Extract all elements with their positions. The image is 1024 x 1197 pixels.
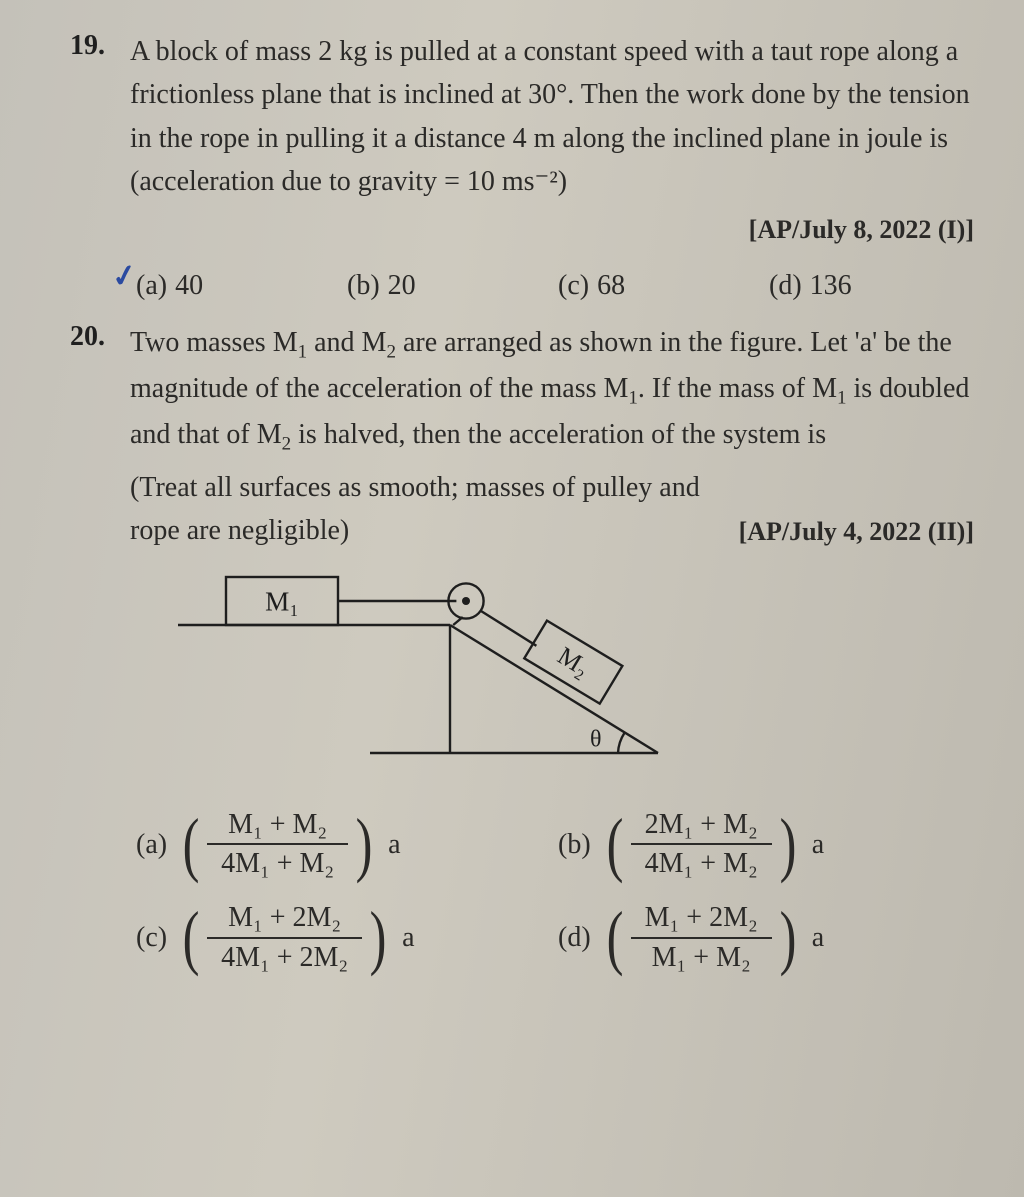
option-a: ✓ (a) 40 [130, 260, 341, 311]
option-letter: (d) [558, 916, 591, 959]
question-text: A block of mass 2 kg is pulled at a cons… [130, 36, 970, 197]
incline-svg: M₁ M₂ θ [130, 560, 690, 770]
option-letter: (c) [558, 264, 589, 307]
theta-label: θ [590, 727, 602, 753]
option-letter: (b) [558, 823, 591, 866]
option-value: 68 [597, 264, 625, 307]
option-c: (c) ( M₁ + 2M₂ 4M₁ + 2M₂ ) a [130, 891, 552, 984]
option-value: 40 [175, 264, 203, 307]
opt-coef: a [402, 916, 414, 959]
t: Two masses M [130, 327, 298, 358]
option-b: (b) 20 [341, 260, 552, 311]
opt-coef: a [812, 916, 824, 959]
question-number: 20. [70, 321, 130, 353]
option-d: (d) ( M₁ + 2M₂ M₁ + M₂ ) a [552, 891, 974, 984]
opt-den: 4M₁ + M₂ [207, 845, 348, 881]
option-letter: (a) [136, 823, 167, 866]
question-20: 20. Two masses M1 and M2 are arranged as… [70, 321, 974, 984]
t: . If the mass of M [638, 373, 837, 404]
t: is halved, then the acceleration of the … [291, 419, 826, 450]
option-value: 20 [388, 264, 416, 307]
opt-den: 4M₁ + M₂ [631, 845, 772, 881]
check-icon: ✓ [108, 252, 141, 302]
option-value: 136 [810, 264, 852, 307]
option-letter: (a) [136, 264, 167, 307]
question-source-tag: [AP/July 4, 2022 (II)] [739, 512, 974, 552]
t: and M [307, 327, 386, 358]
m1-label: M₁ [265, 587, 299, 617]
question-body: Two masses M1 and M2 are arranged as sho… [130, 321, 974, 984]
opt-coef: a [388, 823, 400, 866]
opt-coef: a [812, 823, 824, 866]
question-source-tag: [AP/July 8, 2022 (I)] [130, 210, 974, 250]
question-number: 19. [70, 30, 130, 62]
question-19: 19. A block of mass 2 kg is pulled at a … [70, 30, 974, 311]
opt-num: M₁ + M₂ [207, 808, 348, 846]
opt-den: M₁ + M₂ [631, 939, 772, 975]
opt-num: 2M₁ + M₂ [631, 808, 772, 846]
option-letter: (c) [136, 916, 167, 959]
question-text: Two masses M1 and M2 are arranged as sho… [130, 327, 969, 450]
diagram: M₁ M₂ θ [130, 560, 974, 783]
option-letter: (d) [769, 264, 802, 307]
option-b: (b) ( 2M₁ + M₂ 4M₁ + M₂ ) a [552, 798, 974, 891]
option-letter: (b) [347, 264, 380, 307]
options-row: ✓ (a) 40 (b) 20 (c) 68 (d) 136 [130, 260, 974, 311]
options-grid: (a) ( M₁ + M₂ 4M₁ + M₂ ) a (b) ( [130, 798, 974, 984]
question-body: A block of mass 2 kg is pulled at a cons… [130, 30, 974, 311]
option-c: (c) 68 [552, 260, 763, 311]
opt-den: 4M₁ + 2M₂ [207, 939, 362, 975]
opt-num: M₁ + 2M₂ [207, 901, 362, 939]
option-d: (d) 136 [763, 260, 974, 311]
opt-num: M₁ + 2M₂ [631, 901, 772, 939]
question-note: (Treat all surfaces as smooth; masses of… [130, 466, 719, 553]
option-a: (a) ( M₁ + M₂ 4M₁ + M₂ ) a [130, 798, 552, 891]
